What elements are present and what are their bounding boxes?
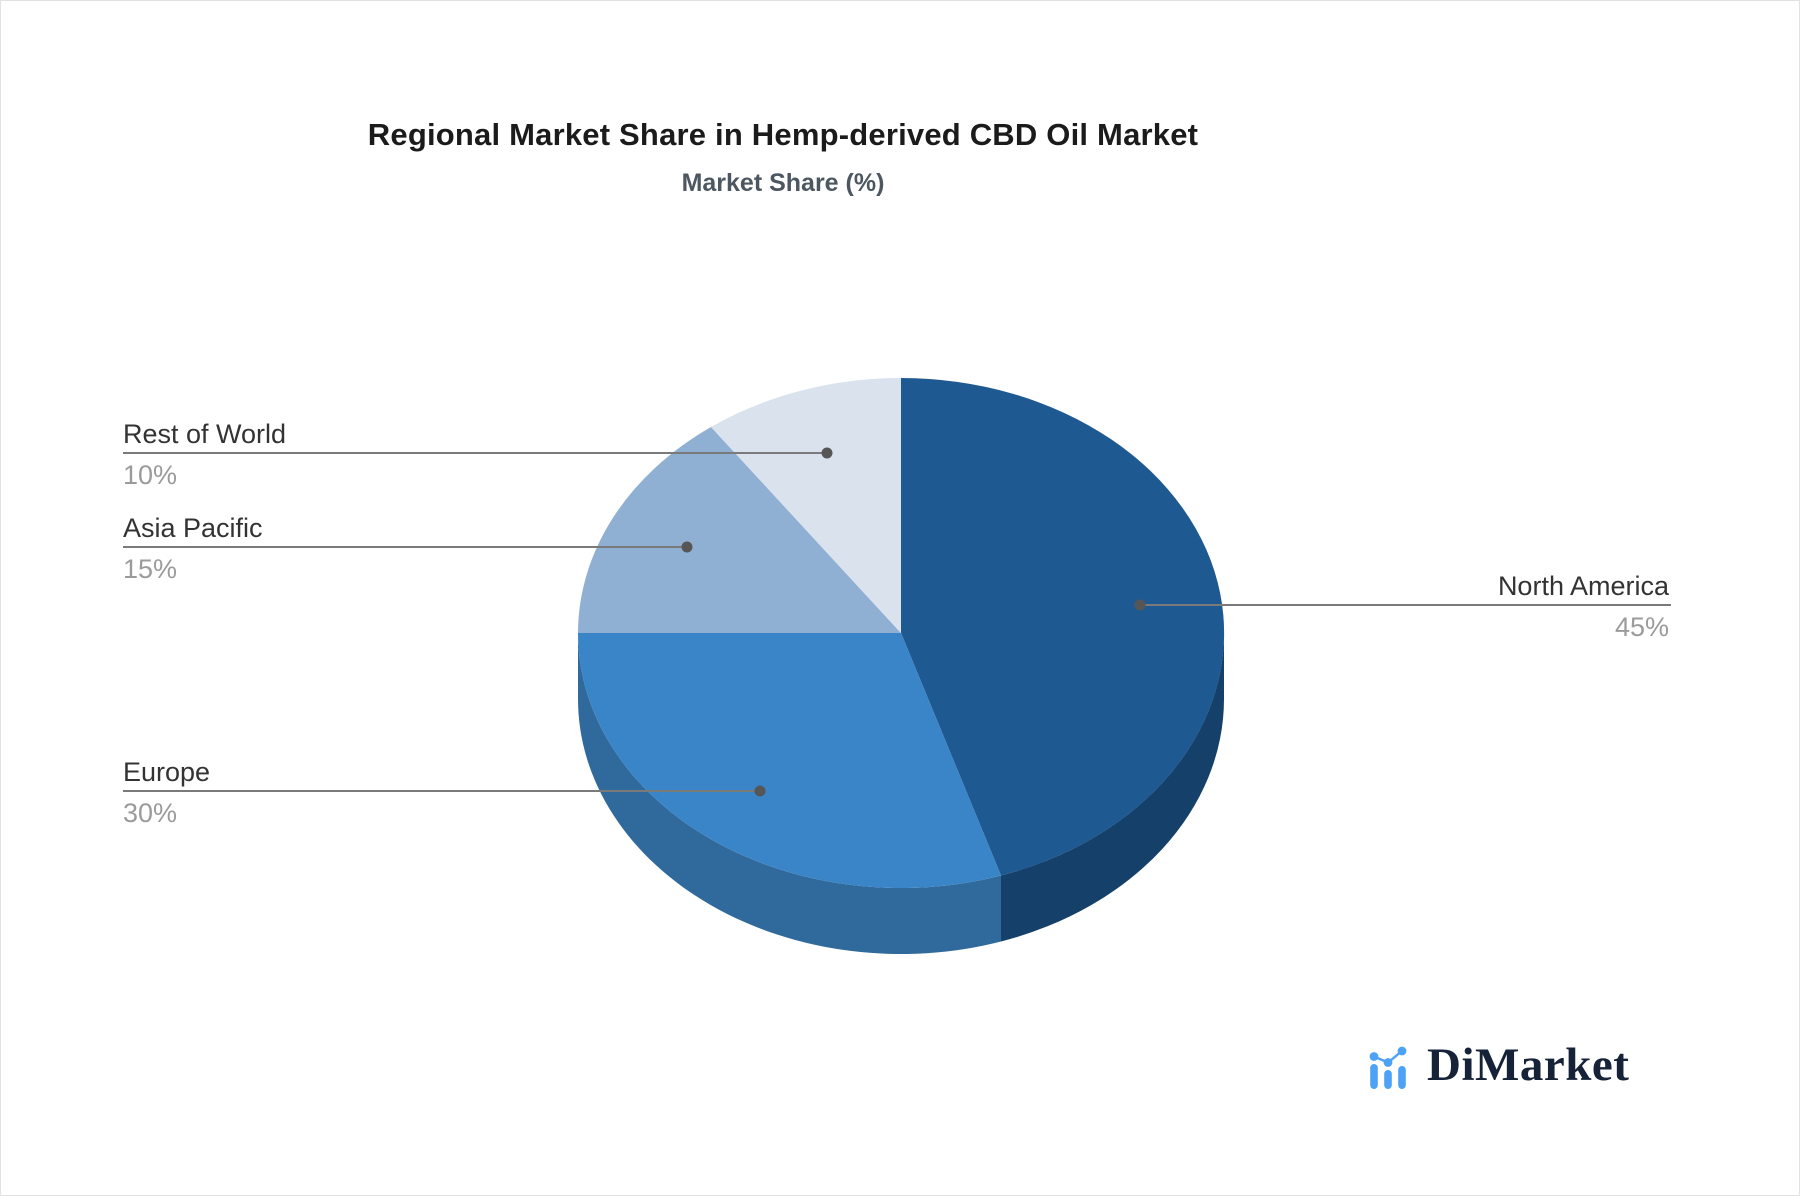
leader-dot-europe — [754, 785, 766, 797]
pie-slice-europe-side — [578, 633, 1001, 955]
slice-value: 10% — [123, 460, 178, 490]
chart-title: Regional Market Share in Hemp-derived CB… — [367, 117, 1199, 152]
callout-rest-of-world: Rest of World 10% — [123, 418, 843, 490]
slice-label: North America — [1497, 571, 1669, 601]
slice-value: 15% — [123, 554, 178, 584]
callout-asia-pacific: Asia Pacific 15% — [123, 512, 843, 584]
leader-dot-rest-of-world — [821, 447, 833, 459]
leader-dot-asia-pacific — [681, 541, 693, 553]
callout-north-america: North America 45% — [949, 570, 1669, 642]
pie-slice-asia-pacific[interactable] — [578, 427, 901, 633]
slice-value: 45% — [1614, 612, 1669, 642]
slice-value: 30% — [123, 798, 178, 828]
pie-slice-north-america[interactable] — [901, 377, 1225, 876]
brand-name: DiMarket — [1427, 1039, 1630, 1091]
slice-label: Europe — [123, 757, 211, 787]
pie-slice-europe[interactable] — [578, 633, 1001, 889]
chart-subtitle: Market Share (%) — [681, 169, 885, 197]
callout-europe: Europe 30% — [123, 756, 843, 828]
brand-logo[interactable]: DiMarket — [1368, 1041, 1629, 1089]
bar-chart-logo-icon — [1369, 1046, 1407, 1089]
pie-slice-rest-of-world[interactable] — [711, 378, 901, 633]
slice-label: Asia Pacific — [123, 513, 263, 543]
slice-label: Rest of World — [123, 419, 287, 449]
pie-slice-north-america-side — [1001, 633, 1224, 942]
leader-dot-north-america — [1134, 599, 1146, 611]
